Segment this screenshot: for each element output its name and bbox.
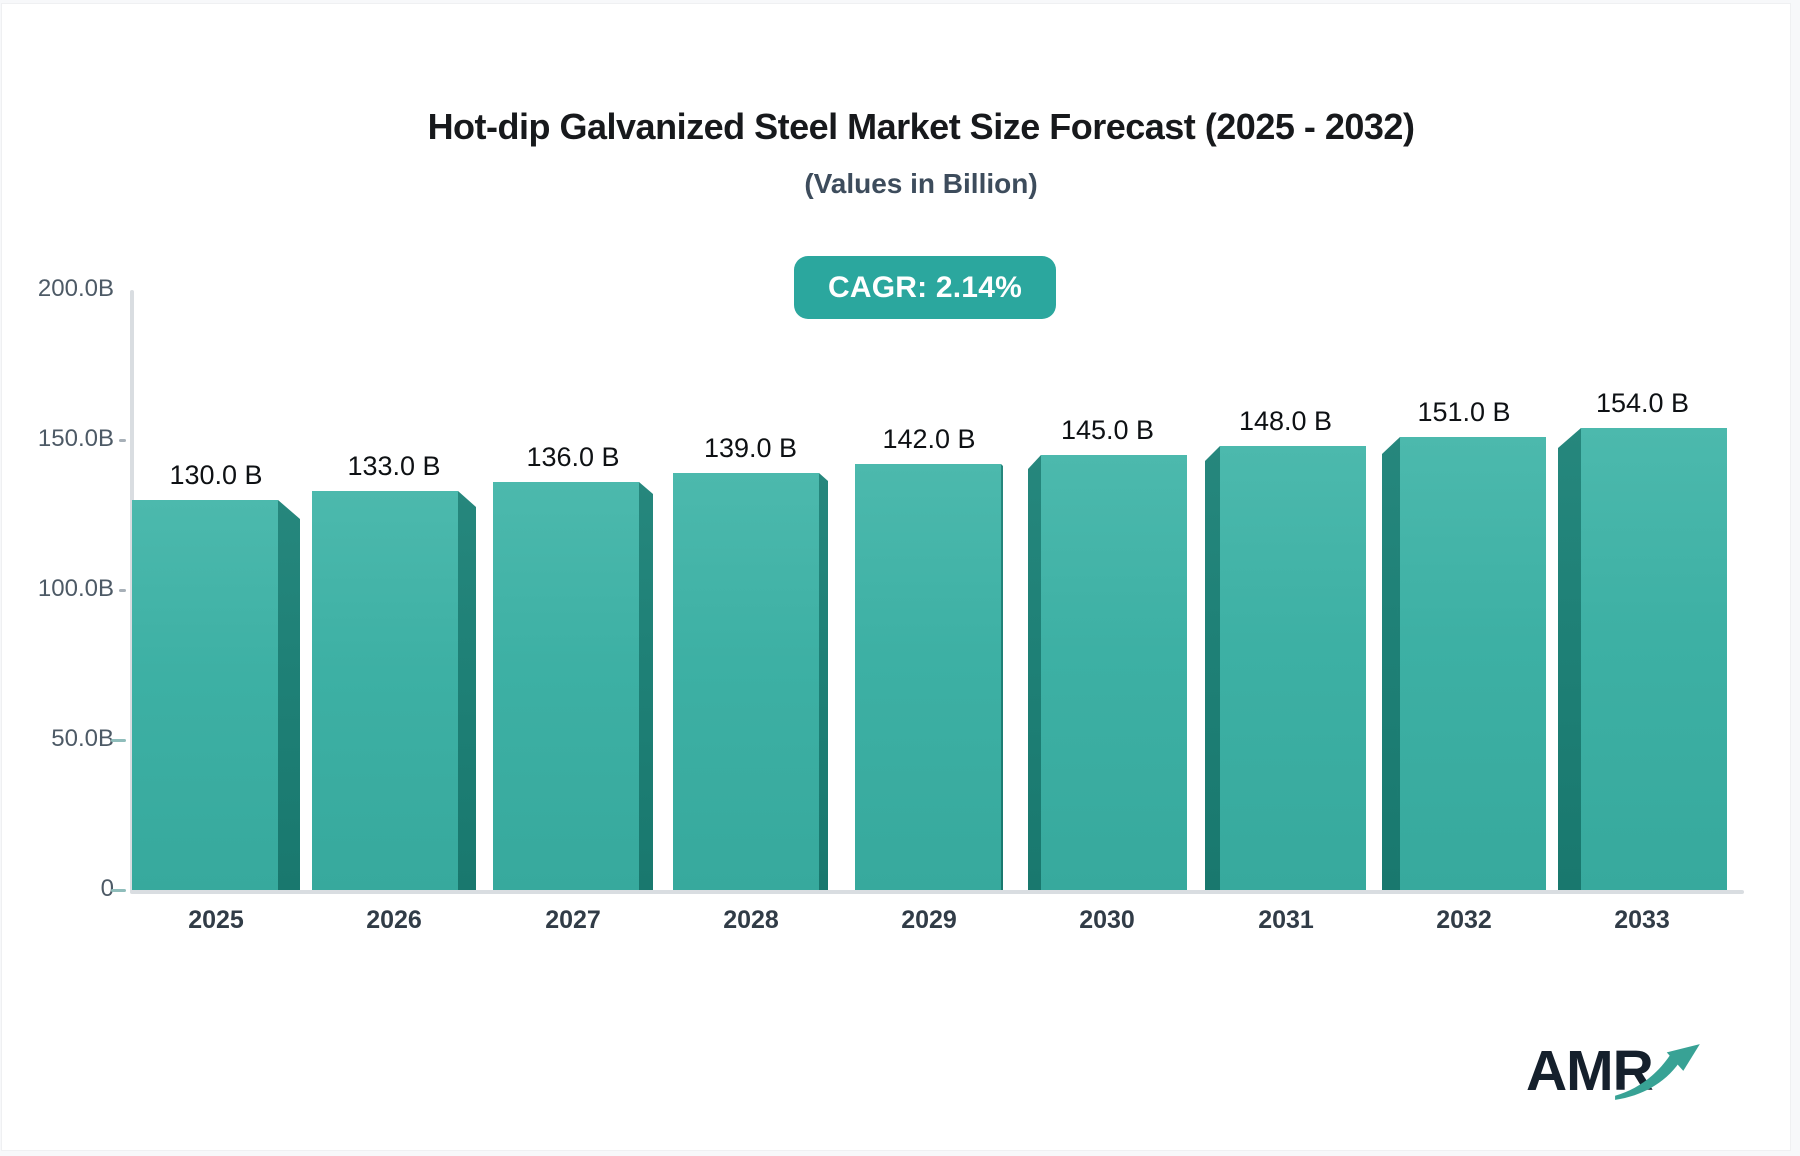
cagr-badge: CAGR: 2.14% [794,256,1056,319]
bar-side-face [1205,446,1220,890]
bar-face [493,482,639,890]
chart-title: Hot-dip Galvanized Steel Market Size For… [427,106,1415,147]
bar-2029: 142.0 B [855,424,1003,890]
x-axis-label-2032: 2032 [1436,906,1492,934]
bar-face [673,473,819,890]
bar-2025: 130.0 B [132,460,300,890]
bar-face [1041,455,1187,890]
bar-2032: 151.0 B [1382,397,1546,890]
x-axis-label-2026: 2026 [366,906,422,934]
y-axis-tick [111,889,126,892]
bar-face [1220,446,1366,890]
bar-side-face [1382,437,1400,890]
bar-face [132,500,278,890]
bar-face [855,464,1001,890]
bar-face [1581,428,1727,890]
chart-card: Hot-dip Galvanized Steel Market Size For… [2,4,1790,1150]
x-axis-label-2030: 2030 [1079,906,1135,934]
x-axis-label-2033: 2033 [1614,906,1670,934]
x-axis-label-2029: 2029 [901,906,957,934]
amr-logo: AMR [1526,1038,1716,1108]
y-axis-tick [119,439,126,442]
y-axis-tick [111,739,126,742]
bar-face [1400,437,1546,890]
bar-face [312,491,458,890]
y-axis-label: 200.0B [37,275,114,302]
bar-2033: 154.0 B [1558,388,1727,890]
x-axis-label-2031: 2031 [1258,906,1314,934]
bar-2030: 145.0 B [1028,415,1187,890]
x-axis-label-2025: 2025 [188,906,244,934]
bar-value-label: 139.0 B [703,433,798,463]
bar-value-label: 145.0 B [1060,415,1155,445]
bar-side-face [1558,428,1581,890]
y-axis-label: 50.0B [51,725,114,752]
bar-value-label: 154.0 B [1595,388,1690,418]
bar-2031: 148.0 B [1205,406,1366,890]
x-axis-label-2027: 2027 [545,906,601,934]
bar-side-face [1028,455,1041,890]
bar-value-label: 136.0 B [526,442,620,472]
bar-value-label: 151.0 B [1417,397,1511,427]
chart-subtitle: (Values in Billion) [804,168,1038,199]
bar-side-face [278,500,300,890]
bar-side-face [639,482,653,890]
cagr-badge-label: CAGR: 2.14% [828,270,1022,304]
bar-value-label: 148.0 B [1238,406,1333,436]
bar-value-label: 133.0 B [347,451,441,481]
bar-2027: 136.0 B [493,442,653,890]
y-axis-label: 100.0B [37,575,114,602]
bar-side-face [819,473,828,890]
bar-side-face [458,491,476,890]
x-axis-label-2028: 2028 [723,906,779,934]
growth-arrow-icon [1615,1044,1700,1100]
bar-side-face [1001,464,1003,890]
y-axis-tick [119,589,126,592]
y-axis-label: 0 [100,875,114,902]
x-axis-baseline [130,890,1744,894]
bar-value-label: 142.0 B [882,424,976,454]
y-axis-label: 150.0B [37,425,114,452]
bar-value-label: 130.0 B [169,460,263,490]
bar-2028: 139.0 B [673,433,828,890]
bar-2026: 133.0 B [312,451,476,890]
